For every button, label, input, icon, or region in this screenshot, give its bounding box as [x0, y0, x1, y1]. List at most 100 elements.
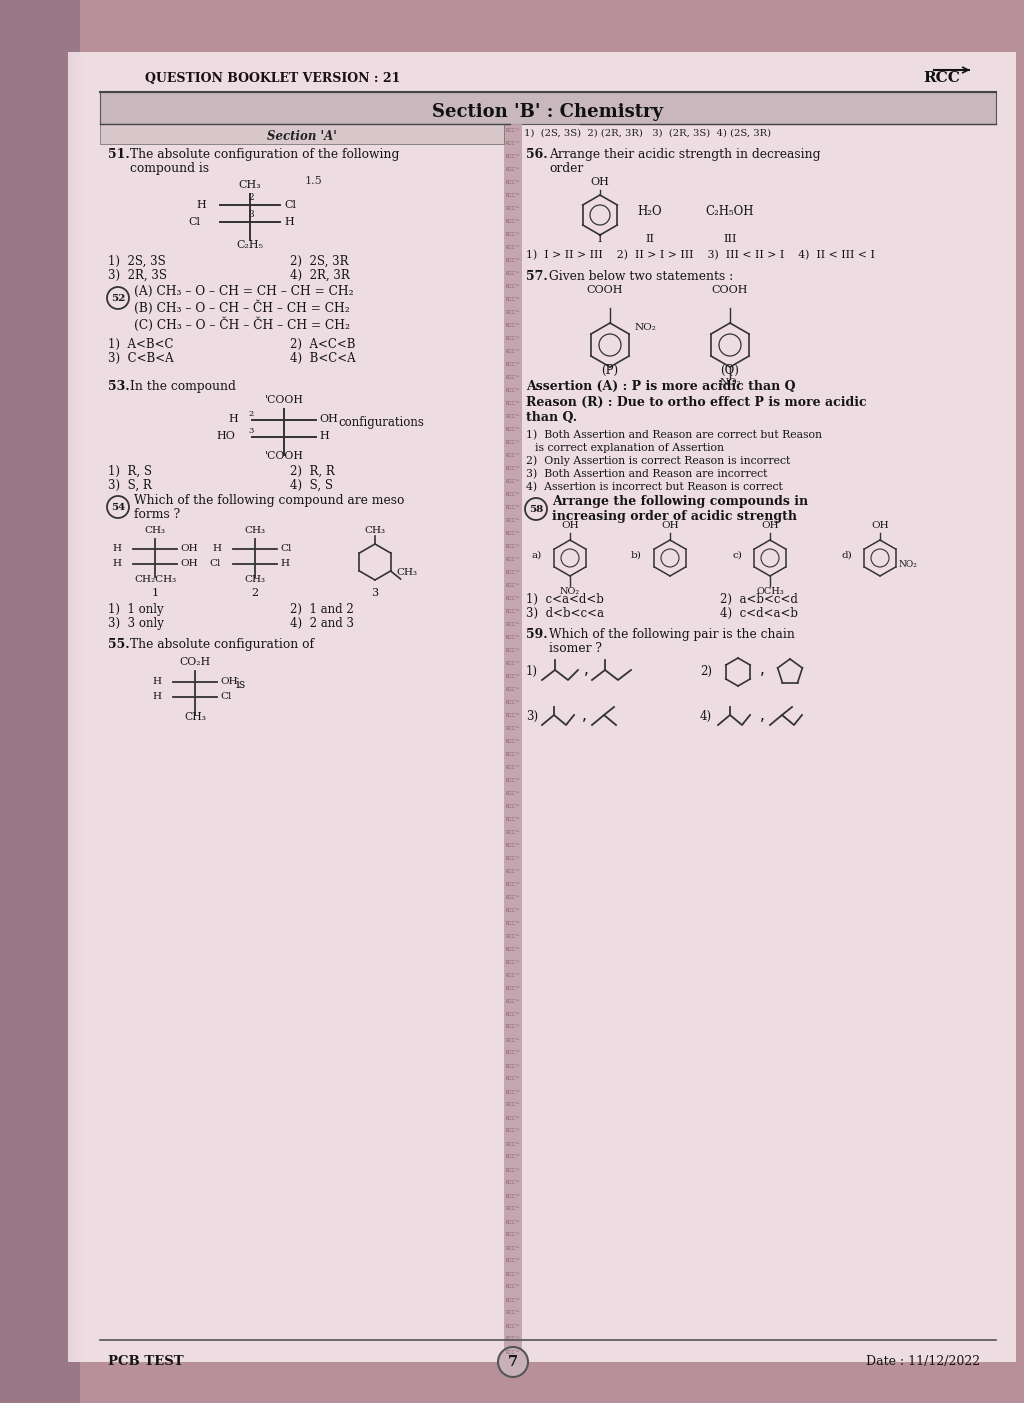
Text: Which of the following pair is the chain: Which of the following pair is the chain	[549, 629, 795, 641]
Text: RCC™: RCC™	[506, 1024, 520, 1030]
Text: 3)  S, R: 3) S, R	[108, 478, 152, 492]
Text: RCC™: RCC™	[506, 362, 520, 366]
Text: Reason (R) : Due to ortho effect P is more acidic: Reason (R) : Due to ortho effect P is mo…	[526, 396, 866, 410]
Text: OH: OH	[220, 678, 238, 686]
Text: RCC™: RCC™	[506, 1271, 520, 1277]
Text: The absolute configuration of: The absolute configuration of	[130, 638, 314, 651]
Text: OH: OH	[319, 414, 338, 424]
Text: RCC™: RCC™	[506, 1194, 520, 1198]
Text: 53.: 53.	[108, 380, 130, 393]
Text: RCC™: RCC™	[506, 817, 520, 822]
Text: RCC™: RCC™	[506, 1180, 520, 1186]
Text: RCC™: RCC™	[506, 387, 520, 393]
Text: 1)  2S, 3S: 1) 2S, 3S	[108, 255, 166, 268]
Text: OH: OH	[561, 521, 579, 530]
Text: RCC™: RCC™	[506, 725, 520, 731]
Text: Cl: Cl	[188, 217, 200, 227]
Text: 3: 3	[248, 427, 253, 435]
Text: RCC™: RCC™	[506, 856, 520, 860]
Text: CO₂H: CO₂H	[179, 657, 211, 666]
Text: ,: ,	[760, 662, 765, 678]
Text: RCC: RCC	[923, 72, 961, 86]
Text: RCC™: RCC™	[506, 908, 520, 912]
Text: isomer ?: isomer ?	[549, 643, 602, 655]
Text: NO₂: NO₂	[899, 560, 918, 570]
Text: RCC™: RCC™	[506, 323, 520, 327]
Text: II: II	[645, 234, 654, 244]
Text: Cl: Cl	[210, 558, 221, 568]
Text: Arrange their acidic strength in decreasing: Arrange their acidic strength in decreas…	[549, 147, 820, 161]
Text: RCC™: RCC™	[506, 1323, 520, 1329]
FancyBboxPatch shape	[0, 0, 80, 1403]
Circle shape	[106, 288, 129, 309]
Text: The absolute configuration of the following: The absolute configuration of the follow…	[130, 147, 399, 161]
Text: RCC™: RCC™	[506, 466, 520, 470]
Text: 56.: 56.	[526, 147, 548, 161]
Text: H: H	[152, 692, 161, 702]
Text: Arrange the following compounds in: Arrange the following compounds in	[552, 495, 808, 508]
Text: RCC™: RCC™	[506, 895, 520, 899]
Text: CH₃: CH₃	[184, 711, 206, 723]
Text: 2)  a<b<c<d: 2) a<b<c<d	[720, 593, 798, 606]
Text: RCC™: RCC™	[506, 713, 520, 717]
Text: NO₂: NO₂	[719, 377, 741, 387]
Text: 51.: 51.	[108, 147, 130, 161]
Text: In the compound: In the compound	[130, 380, 236, 393]
Text: RCC™: RCC™	[506, 700, 520, 704]
Text: RCC™: RCC™	[506, 985, 520, 991]
Text: RCC™: RCC™	[506, 192, 520, 198]
Text: RCC™: RCC™	[506, 1076, 520, 1082]
Text: RCC™: RCC™	[506, 530, 520, 536]
Text: RCC™: RCC™	[506, 518, 520, 522]
Circle shape	[106, 497, 129, 518]
Text: RCC™: RCC™	[506, 1310, 520, 1316]
Text: RCC™: RCC™	[506, 1012, 520, 1017]
Text: b): b)	[631, 551, 642, 560]
Text: RCC™: RCC™	[506, 622, 520, 627]
Text: RCC™: RCC™	[506, 1155, 520, 1159]
Text: HO: HO	[216, 431, 234, 441]
Text: RCC™: RCC™	[506, 634, 520, 640]
Text: RCC™: RCC™	[506, 1063, 520, 1069]
Text: 1)  1 only: 1) 1 only	[108, 603, 164, 616]
Text: Date : 11/12/2022: Date : 11/12/2022	[866, 1355, 980, 1368]
Text: RCC™: RCC™	[506, 738, 520, 744]
Text: RCC™: RCC™	[506, 205, 520, 210]
Text: RCC™: RCC™	[506, 414, 520, 418]
Text: Which of the following compound are meso: Which of the following compound are meso	[134, 494, 404, 506]
Text: QUESTION BOOKLET VERSION : 21: QUESTION BOOKLET VERSION : 21	[145, 72, 400, 86]
Text: 2): 2)	[700, 665, 712, 678]
Text: H: H	[112, 544, 121, 553]
Text: 3): 3)	[526, 710, 539, 723]
Text: CH₃: CH₃	[245, 575, 265, 584]
Text: CH₃: CH₃	[245, 526, 265, 535]
Text: C₂H₅OH: C₂H₅OH	[706, 205, 755, 217]
Text: OH: OH	[591, 177, 609, 187]
Text: RCC™: RCC™	[506, 829, 520, 835]
Text: RCC™: RCC™	[506, 140, 520, 146]
Text: (C) CH₃ – O – ČH – ČH – CH = CH₂: (C) CH₃ – O – ČH – ČH – CH = CH₂	[134, 317, 350, 333]
Text: d): d)	[842, 551, 852, 560]
Circle shape	[525, 498, 547, 521]
Text: 4)  2R, 3R: 4) 2R, 3R	[290, 269, 350, 282]
Text: ,: ,	[582, 709, 587, 723]
Text: OH: OH	[180, 558, 198, 568]
Text: than Q.: than Q.	[526, 411, 578, 424]
Text: 3)  d<b<c<a: 3) d<b<c<a	[526, 607, 604, 620]
Text: 4)  S, S: 4) S, S	[290, 478, 333, 492]
Text: RCC™: RCC™	[506, 868, 520, 874]
Text: H: H	[280, 558, 289, 568]
Text: RCC™: RCC™	[506, 491, 520, 497]
Text: RCC™: RCC™	[506, 972, 520, 978]
Text: RCC™: RCC™	[506, 244, 520, 250]
Text: 1)  I > II > III    2)  II > I > III    3)  III < II > I    4)  II < III < I: 1) I > II > III 2) II > I > III 3) III <…	[526, 250, 874, 260]
Text: 1)  (2S, 3S)  2) (2R, 3R)   3)  (2R, 3S)  4) (2S, 3R): 1) (2S, 3S) 2) (2R, 3R) 3) (2R, 3S) 4) (…	[524, 129, 771, 137]
Text: 2)  1 and 2: 2) 1 and 2	[290, 603, 353, 616]
Text: RCC™: RCC™	[506, 296, 520, 302]
Text: 1: 1	[152, 588, 159, 598]
Text: OH: OH	[871, 521, 889, 530]
Text: OH: OH	[180, 544, 198, 553]
Text: RCC™: RCC™	[506, 933, 520, 939]
Text: RCC™: RCC™	[506, 258, 520, 262]
Text: RCC™: RCC™	[506, 427, 520, 432]
